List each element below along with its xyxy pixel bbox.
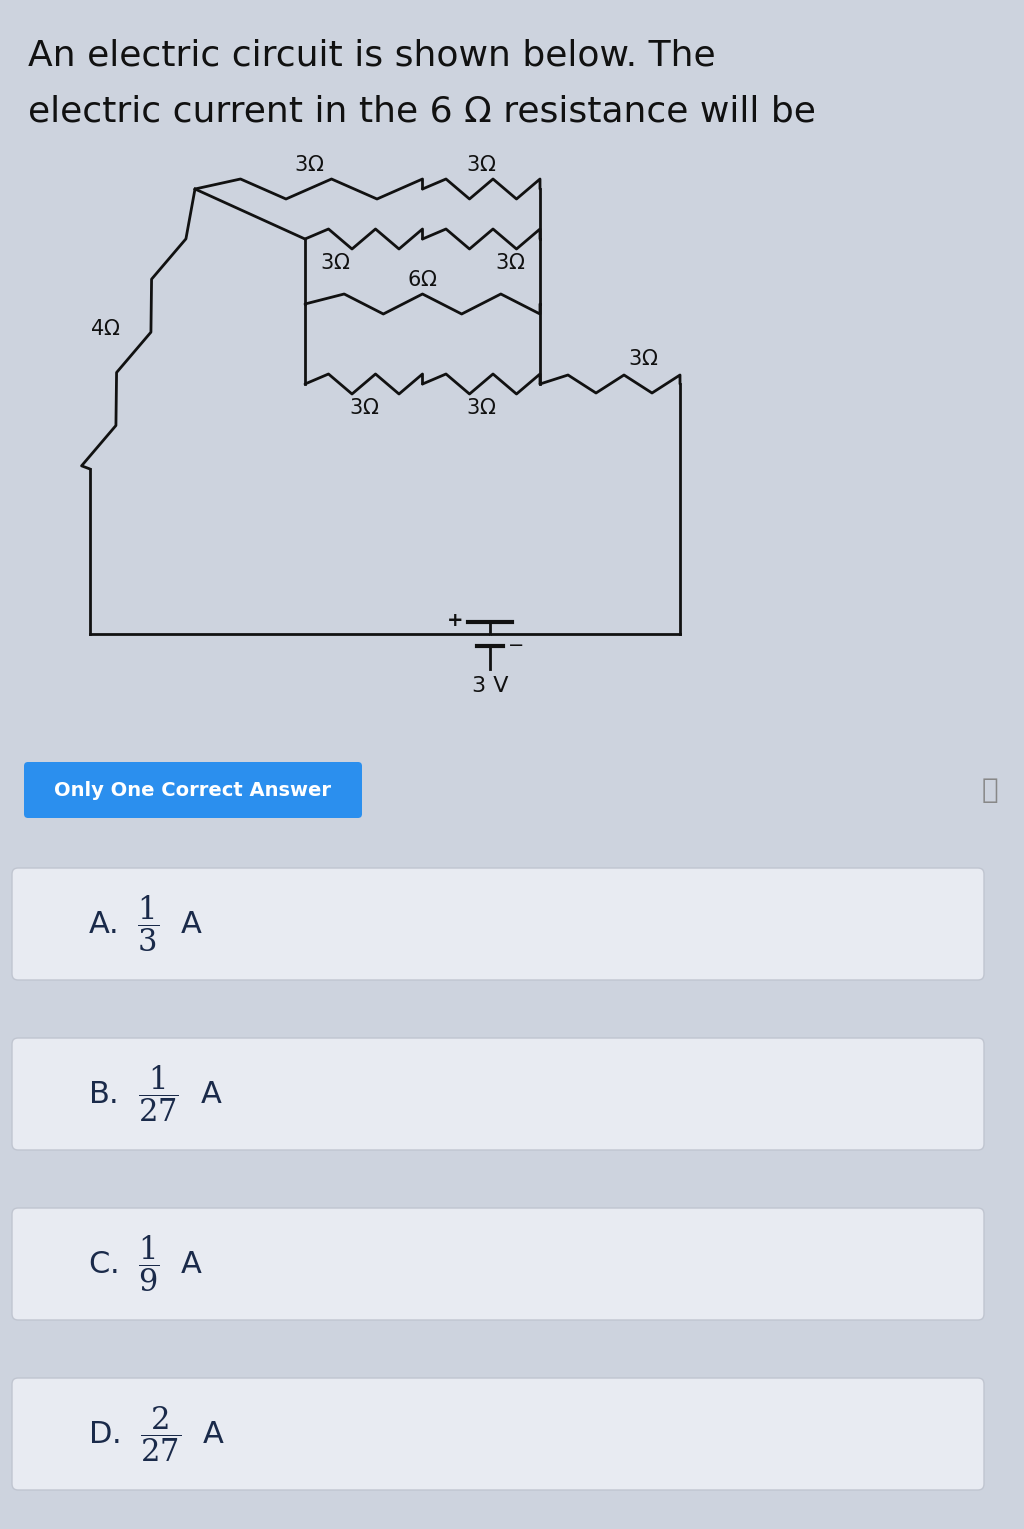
Text: 3$\Omega$: 3$\Omega$ bbox=[628, 349, 658, 368]
Text: A.  $\dfrac{1}{3}$  A: A. $\dfrac{1}{3}$ A bbox=[88, 894, 203, 954]
FancyBboxPatch shape bbox=[12, 868, 984, 980]
Text: C.  $\dfrac{1}{9}$  A: C. $\dfrac{1}{9}$ A bbox=[88, 1234, 204, 1294]
Text: +: + bbox=[446, 610, 463, 630]
FancyBboxPatch shape bbox=[12, 1038, 984, 1150]
Text: D.  $\dfrac{2}{27}$  A: D. $\dfrac{2}{27}$ A bbox=[88, 1404, 225, 1463]
Text: 3$\Omega$: 3$\Omega$ bbox=[319, 252, 350, 274]
FancyBboxPatch shape bbox=[12, 1208, 984, 1320]
Text: An electric circuit is shown below. The: An electric circuit is shown below. The bbox=[28, 40, 716, 73]
Text: electric current in the 6 Ω resistance will be: electric current in the 6 Ω resistance w… bbox=[28, 93, 816, 128]
Text: 3$\Omega$: 3$\Omega$ bbox=[466, 154, 497, 174]
Text: 3 V: 3 V bbox=[472, 676, 508, 696]
Text: Only One Correct Answer: Only One Correct Answer bbox=[54, 780, 332, 800]
Text: −: − bbox=[508, 636, 524, 656]
Text: 6$\Omega$: 6$\Omega$ bbox=[408, 271, 437, 291]
Text: 4$\Omega$: 4$\Omega$ bbox=[90, 320, 121, 339]
FancyBboxPatch shape bbox=[24, 761, 362, 818]
Text: ⓘ: ⓘ bbox=[982, 777, 998, 804]
Text: 3$\Omega$: 3$\Omega$ bbox=[348, 398, 379, 417]
FancyBboxPatch shape bbox=[12, 1378, 984, 1489]
Text: 3$\Omega$: 3$\Omega$ bbox=[466, 398, 497, 417]
Text: 3$\Omega$: 3$\Omega$ bbox=[495, 252, 525, 274]
Text: 3$\Omega$: 3$\Omega$ bbox=[294, 154, 324, 174]
Text: B.  $\dfrac{1}{27}$  A: B. $\dfrac{1}{27}$ A bbox=[88, 1064, 222, 1124]
